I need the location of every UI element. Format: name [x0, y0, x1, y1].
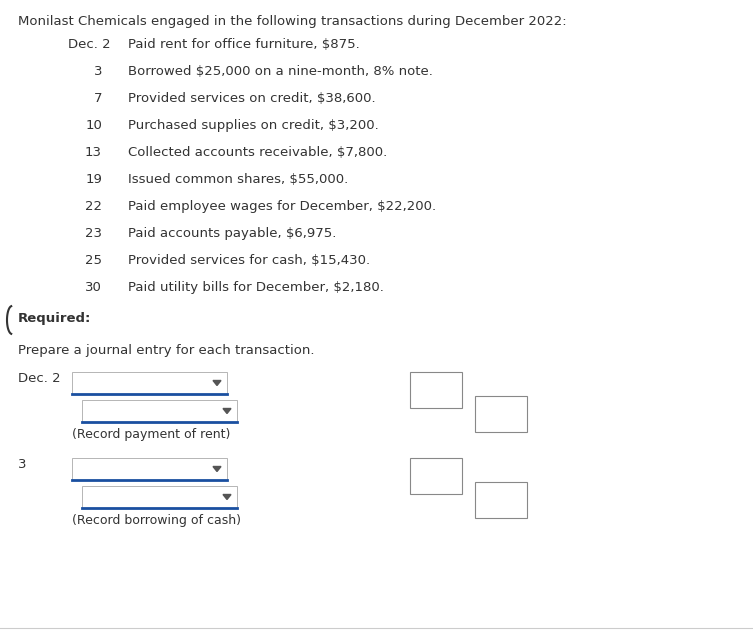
Text: Provided services for cash, $15,430.: Provided services for cash, $15,430. [128, 254, 370, 267]
Text: 3: 3 [93, 65, 102, 78]
Text: 19: 19 [85, 173, 102, 186]
Bar [82, 400, 237, 422]
Text: Purchased supplies on credit, $3,200.: Purchased supplies on credit, $3,200. [128, 119, 379, 132]
Text: 25: 25 [85, 254, 102, 267]
Text: Dec. 2: Dec. 2 [68, 38, 111, 51]
Polygon shape [223, 494, 231, 499]
Text: (Record borrowing of cash): (Record borrowing of cash) [72, 514, 241, 527]
Text: 30: 30 [85, 281, 102, 294]
Polygon shape [213, 380, 221, 385]
Text: 7: 7 [93, 92, 102, 105]
Bar [475, 396, 527, 432]
Text: 13: 13 [85, 146, 102, 159]
Bar [72, 458, 227, 480]
Polygon shape [213, 467, 221, 472]
Bar [82, 486, 237, 508]
Bar [410, 458, 462, 494]
Text: Borrowed $25,000 on a nine-month, 8% note.: Borrowed $25,000 on a nine-month, 8% not… [128, 65, 433, 78]
Text: Paid utility bills for December, $2,180.: Paid utility bills for December, $2,180. [128, 281, 384, 294]
Text: Collected accounts receivable, $7,800.: Collected accounts receivable, $7,800. [128, 146, 387, 159]
Text: Provided services on credit, $38,600.: Provided services on credit, $38,600. [128, 92, 376, 105]
Text: Paid rent for office furniture, $875.: Paid rent for office furniture, $875. [128, 38, 360, 51]
Text: Prepare a journal entry for each transaction.: Prepare a journal entry for each transac… [18, 344, 315, 357]
Polygon shape [223, 408, 231, 413]
Bar [410, 372, 462, 408]
Text: 22: 22 [85, 200, 102, 213]
Bar [72, 372, 227, 394]
Text: 10: 10 [85, 119, 102, 132]
Text: Required:: Required: [18, 312, 91, 325]
Bar [475, 482, 527, 518]
Text: Paid accounts payable, $6,975.: Paid accounts payable, $6,975. [128, 227, 337, 240]
Text: Paid employee wages for December, $22,200.: Paid employee wages for December, $22,20… [128, 200, 436, 213]
Text: Dec. 2: Dec. 2 [18, 372, 61, 385]
Text: 23: 23 [85, 227, 102, 240]
Text: 3: 3 [18, 458, 26, 471]
Text: Issued common shares, $55,000.: Issued common shares, $55,000. [128, 173, 348, 186]
Text: Monilast Chemicals engaged in the following transactions during December 2022:: Monilast Chemicals engaged in the follow… [18, 15, 566, 28]
Text: (Record payment of rent): (Record payment of rent) [72, 428, 230, 441]
